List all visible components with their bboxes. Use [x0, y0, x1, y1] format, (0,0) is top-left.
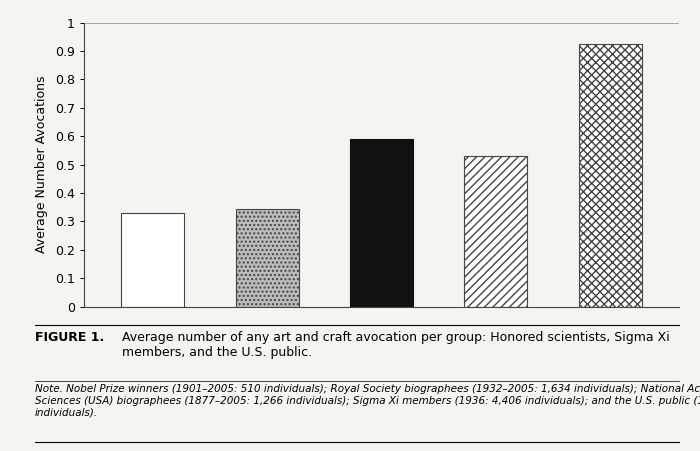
Bar — [579, 44, 642, 307]
Bar — [350, 139, 413, 307]
Text: Note. Nobel Prize winners (1901–2005: 510 individuals); Royal Society biographee: Note. Nobel Prize winners (1901–2005: 51… — [35, 384, 700, 418]
Text: Average number of any art and craft avocation per group: Honored scientists, Sig: Average number of any art and craft avoc… — [122, 331, 671, 359]
Y-axis label: Average Number Avocations: Average Number Avocations — [35, 76, 48, 253]
Bar — [465, 156, 527, 307]
Text: FIGURE 1.: FIGURE 1. — [35, 331, 104, 345]
Bar — [121, 213, 184, 307]
Bar — [236, 209, 298, 307]
